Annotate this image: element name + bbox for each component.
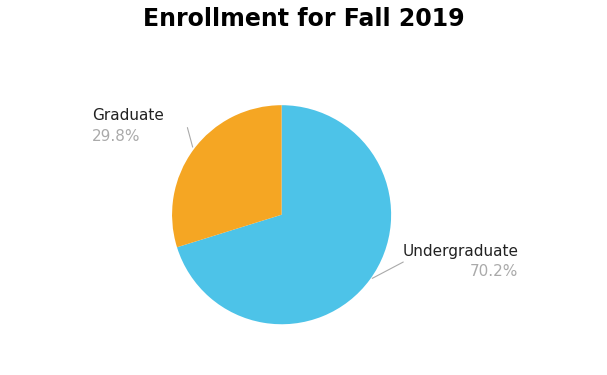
- Text: Graduate: Graduate: [92, 108, 164, 123]
- Title: Enrollment for Fall 2019: Enrollment for Fall 2019: [143, 7, 464, 31]
- Text: Undergraduate: Undergraduate: [402, 243, 518, 258]
- Text: 70.2%: 70.2%: [470, 264, 518, 279]
- Text: 29.8%: 29.8%: [92, 129, 140, 144]
- Wedge shape: [177, 105, 391, 324]
- Wedge shape: [172, 105, 282, 247]
